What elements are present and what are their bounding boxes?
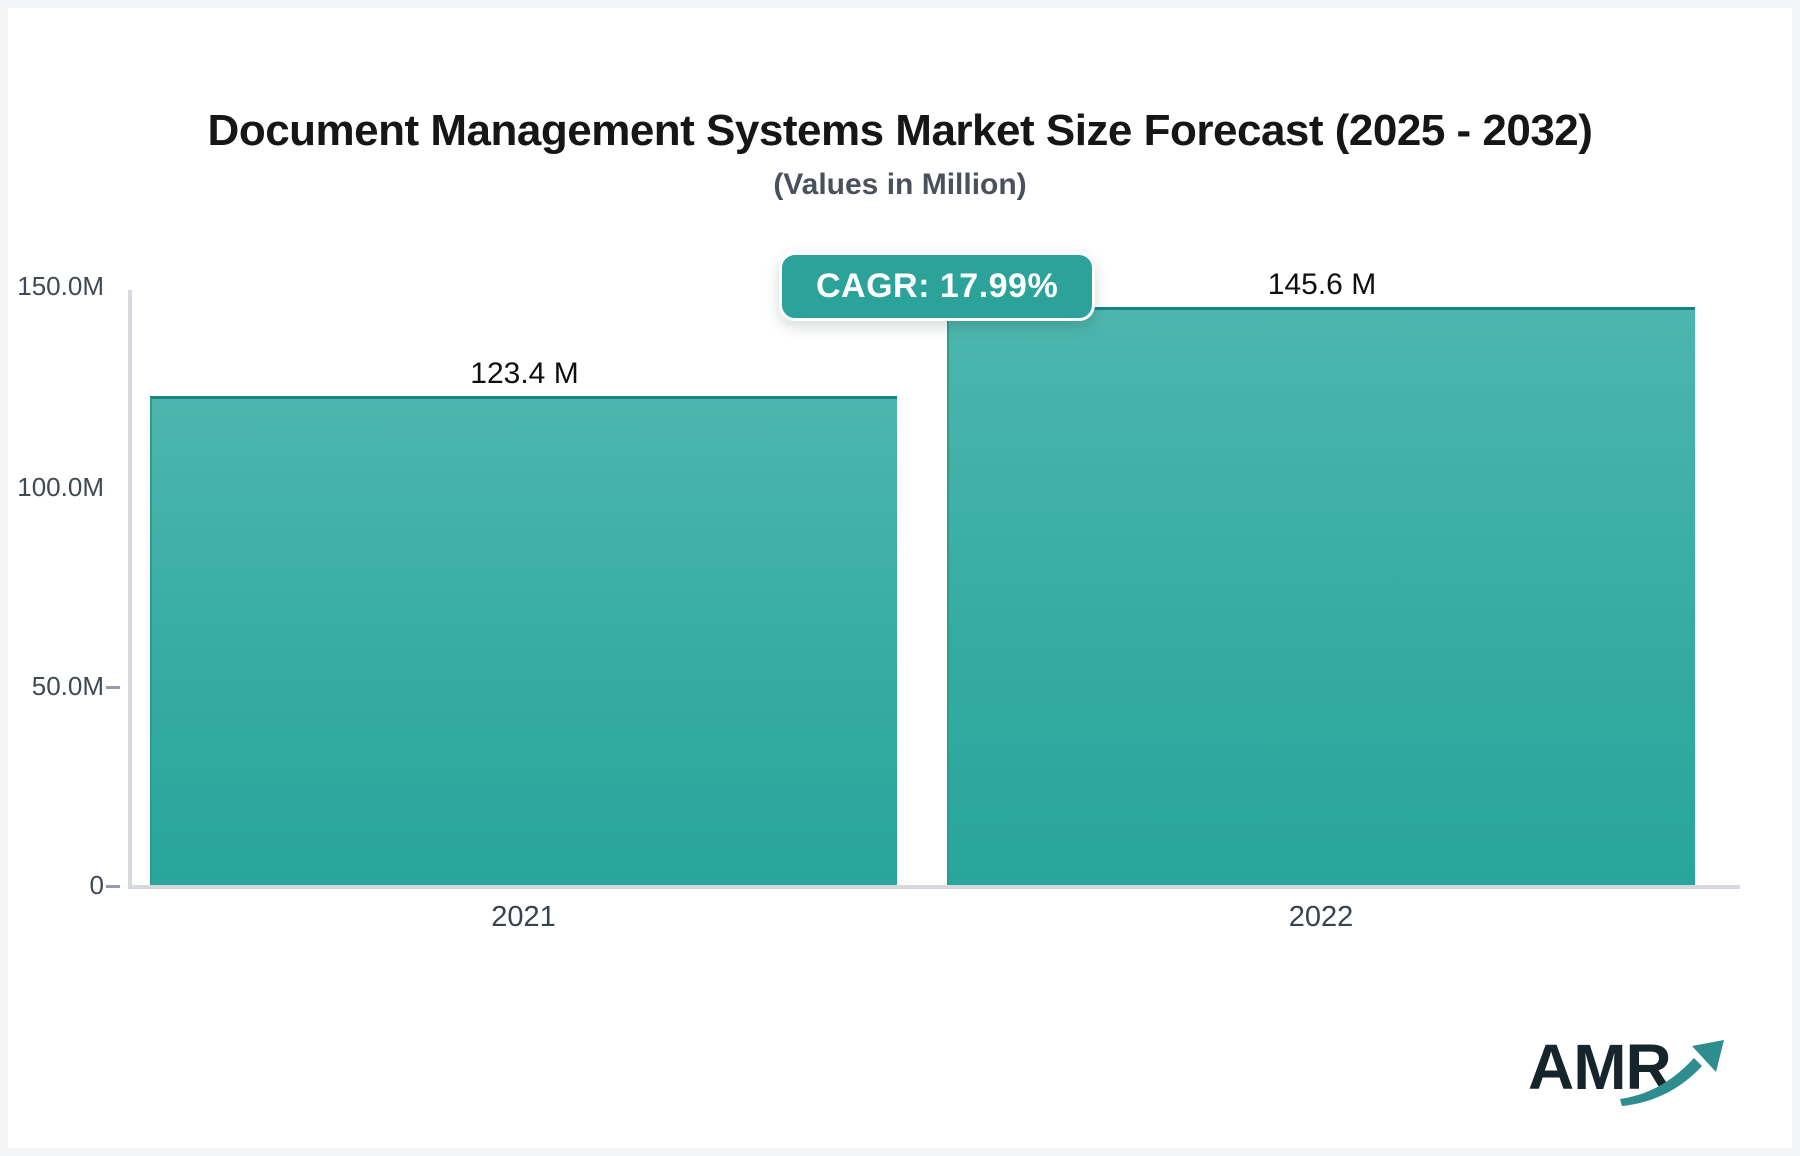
y-tick-label-0: 0	[89, 870, 104, 900]
x-axis-label-2022: 2022	[1288, 901, 1354, 933]
bar-value-label-2021: 123.4 M	[470, 357, 579, 390]
y-axis-line	[128, 290, 132, 889]
amr-logo: AMR	[1528, 1030, 1728, 1120]
x-axis-line	[128, 885, 1740, 889]
y-tick-mark-0	[106, 885, 120, 888]
bar-2022: 145.6 M	[947, 268, 1695, 885]
growth-arrow-icon	[1620, 1040, 1724, 1106]
y-tick-mark-50m	[106, 686, 120, 689]
y-tick-label-150m: 150.0M	[17, 271, 104, 301]
chart-subtitle: (Values in Million)	[773, 168, 1027, 201]
cagr-badge: CAGR: 17.99%	[779, 252, 1096, 321]
chart-title: Document Management Systems Market Size …	[207, 106, 1593, 155]
y-tick-label-50m: 50.0M	[31, 671, 104, 701]
bar-2021: 123.4 M	[150, 357, 897, 885]
bar-value-label-2022: 145.6 M	[1267, 268, 1377, 301]
y-tick-label-100m: 100.0M	[17, 472, 104, 502]
x-axis-label-2021: 2021	[491, 901, 556, 933]
amr-logo-text: AMR	[1528, 1031, 1672, 1103]
